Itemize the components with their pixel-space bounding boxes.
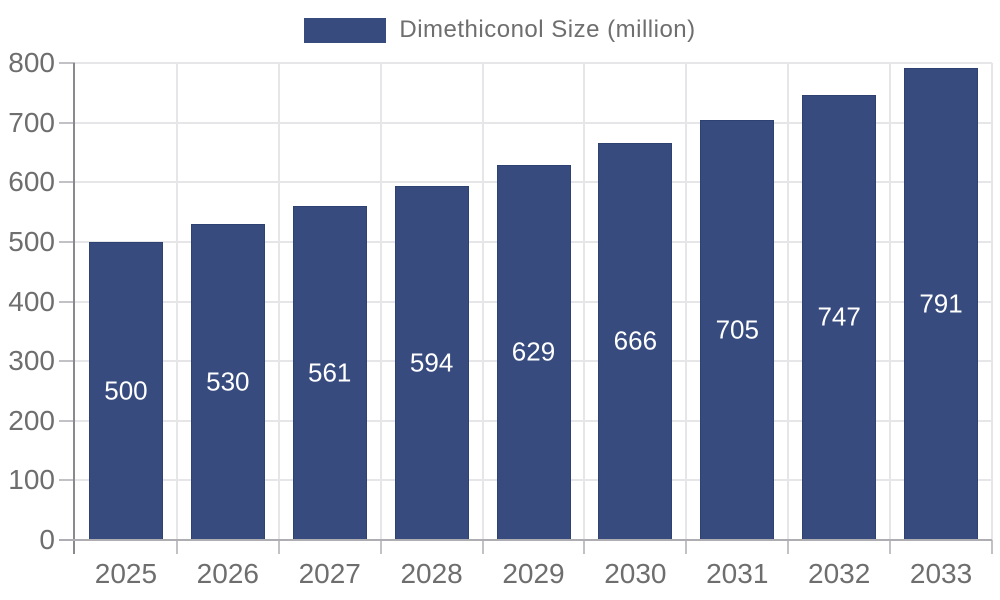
y-axis-tick-label: 600 xyxy=(8,166,55,198)
bar-value-label: 530 xyxy=(206,366,250,397)
x-axis-tick xyxy=(175,540,178,554)
bar-value-label: 594 xyxy=(409,347,454,378)
y-axis-tick-label: 400 xyxy=(8,285,55,317)
gridline-vertical xyxy=(277,63,280,540)
bar-value-label: 705 xyxy=(715,314,759,345)
gridline-vertical xyxy=(685,63,688,540)
x-axis-tick xyxy=(991,540,993,554)
bar-2033: 791 xyxy=(904,68,979,540)
bar-2027: 561 xyxy=(292,205,367,540)
x-axis-tick xyxy=(889,540,892,554)
y-axis-tick-label: 500 xyxy=(8,225,55,257)
y-axis-tick-label: 300 xyxy=(8,345,55,377)
x-axis-line xyxy=(59,539,992,541)
x-axis-tick xyxy=(379,540,382,554)
gridline-horizontal xyxy=(75,62,992,64)
y-axis-tick-label: 200 xyxy=(8,404,55,436)
y-axis-tick-label: 700 xyxy=(8,106,55,138)
legend-item[interactable]: Dimethiconol Size (million) xyxy=(0,16,1000,44)
y-axis-tick xyxy=(59,121,75,124)
gridline-vertical xyxy=(889,63,892,540)
x-axis-tick-label: 2030 xyxy=(604,558,667,589)
bar-value-label: 747 xyxy=(817,301,861,332)
legend-label: Dimethiconol Size (million) xyxy=(399,16,696,43)
x-axis-tick xyxy=(787,540,790,554)
y-axis-tick xyxy=(59,181,75,184)
bar-2025: 500 xyxy=(88,241,163,540)
y-axis-tick xyxy=(59,62,75,64)
gridline-vertical xyxy=(481,63,484,540)
x-axis-tick xyxy=(685,540,688,554)
x-axis-tick xyxy=(277,540,280,554)
y-axis-tick xyxy=(59,479,75,482)
x-axis-tick xyxy=(481,540,484,554)
gridline-vertical xyxy=(991,63,993,540)
y-axis-tick xyxy=(59,300,75,303)
gridline-vertical xyxy=(379,63,382,540)
y-axis-tick-label: 800 xyxy=(8,47,55,78)
bar-value-label: 629 xyxy=(511,336,556,367)
bar-2030: 666 xyxy=(598,142,673,540)
bar-2031: 705 xyxy=(700,119,775,540)
x-axis-tick xyxy=(583,540,586,554)
bar-value-label: 561 xyxy=(308,357,352,388)
y-axis-tick-label: 100 xyxy=(8,464,55,496)
x-axis-tick-label: 2025 xyxy=(94,558,158,589)
bar-2028: 594 xyxy=(394,185,469,540)
bar-value-label: 791 xyxy=(919,288,963,319)
y-axis-tick-label: 0 xyxy=(39,524,55,555)
bar-2032: 747 xyxy=(802,94,877,540)
gridline-vertical xyxy=(787,63,790,540)
gridline-horizontal xyxy=(75,121,992,124)
bar-value-label: 666 xyxy=(613,325,658,356)
y-axis-line xyxy=(73,63,75,554)
x-axis-tick-label: 2027 xyxy=(298,558,361,589)
x-axis-tick-label: 2033 xyxy=(909,558,973,589)
x-axis-tick-label: 2032 xyxy=(808,558,871,589)
bar-value-label: 500 xyxy=(104,375,148,406)
gridline-vertical xyxy=(583,63,586,540)
x-axis-tick-label: 2028 xyxy=(400,558,463,589)
gridline-vertical xyxy=(175,63,178,540)
y-axis-tick xyxy=(59,419,75,422)
y-axis-tick xyxy=(59,240,75,243)
bar-2026: 530 xyxy=(190,223,265,540)
bar-2029: 629 xyxy=(496,164,571,540)
y-axis-tick xyxy=(59,360,75,363)
legend-swatch xyxy=(304,17,387,43)
x-axis-tick-label: 2026 xyxy=(196,558,259,589)
x-axis-tick-label: 2029 xyxy=(502,558,565,589)
x-axis-tick-label: 2031 xyxy=(706,558,769,589)
